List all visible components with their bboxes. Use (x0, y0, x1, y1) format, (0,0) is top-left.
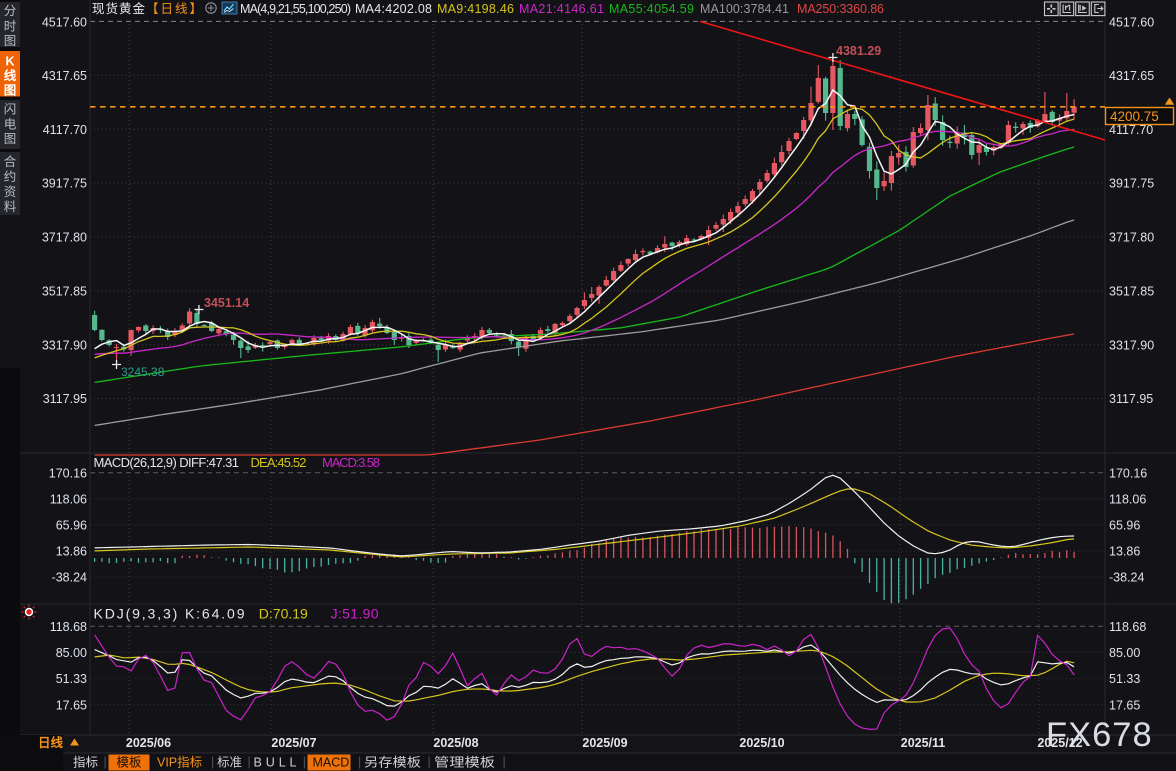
svg-text:2025/06: 2025/06 (126, 736, 171, 750)
svg-text:3317.90: 3317.90 (42, 338, 87, 352)
svg-text:118.68: 118.68 (50, 620, 87, 634)
svg-text:2025/08: 2025/08 (433, 736, 478, 750)
svg-text:118.06: 118.06 (1109, 492, 1146, 506)
svg-text:85.00: 85.00 (1109, 646, 1140, 660)
svg-text:51.33: 51.33 (1109, 672, 1140, 686)
svg-text:D:70.19: D:70.19 (259, 606, 308, 622)
svg-text:3117.95: 3117.95 (1109, 392, 1153, 406)
svg-text:4117.70: 4117.70 (1109, 123, 1153, 137)
svg-text:|: | (248, 755, 251, 769)
svg-text:MACD:3.58: MACD:3.58 (322, 455, 380, 470)
svg-text:3517.85: 3517.85 (1109, 284, 1154, 298)
svg-text:MACD: MACD (313, 756, 350, 770)
svg-text:4200.75: 4200.75 (1110, 109, 1159, 124)
svg-text:FX678: FX678 (1046, 716, 1153, 754)
svg-text:4117.70: 4117.70 (43, 123, 87, 137)
svg-text:170.16: 170.16 (1109, 466, 1147, 480)
svg-text:65.96: 65.96 (56, 519, 87, 533)
svg-text:17.65: 17.65 (1109, 698, 1140, 712)
svg-text:3451.14: 3451.14 (204, 296, 249, 310)
svg-text:MA100:3784.41: MA100:3784.41 (700, 2, 789, 16)
svg-text:|: | (428, 755, 431, 769)
svg-text:118.06: 118.06 (50, 492, 87, 506)
svg-text:标准: 标准 (217, 756, 242, 770)
svg-text:MA9:4198.46: MA9:4198.46 (437, 2, 514, 16)
svg-text:4517.60: 4517.60 (1109, 16, 1154, 30)
svg-text:|: | (104, 755, 107, 769)
svg-text:3917.75: 3917.75 (1109, 177, 1154, 191)
svg-text:-38.24: -38.24 (52, 571, 87, 585)
svg-text:3317.90: 3317.90 (1109, 338, 1154, 352)
svg-text:13.86: 13.86 (1109, 545, 1140, 559)
svg-text:3917.75: 3917.75 (42, 177, 87, 191)
svg-text:图: 图 (4, 34, 17, 48)
svg-text:MA(4,9,21,55,100,250): MA(4,9,21,55,100,250) (240, 2, 351, 16)
svg-text:-38.24: -38.24 (1109, 571, 1144, 585)
svg-text:13.86: 13.86 (56, 545, 87, 559)
svg-text:2025/11: 2025/11 (901, 736, 946, 750)
svg-text:模板: 模板 (117, 756, 143, 770)
svg-text:2025/10: 2025/10 (739, 736, 784, 750)
svg-text:时: 时 (4, 20, 17, 34)
svg-text:料: 料 (4, 200, 17, 214)
svg-text:KDJ(9,3,3) K:64.09: KDJ(9,3,3) K:64.09 (94, 606, 245, 622)
svg-text:4317.65: 4317.65 (42, 69, 87, 83)
svg-text:MA4:4202.08: MA4:4202.08 (355, 2, 432, 16)
svg-text:另存模板: 另存模板 (364, 756, 422, 770)
svg-text:图: 图 (4, 84, 17, 98)
svg-text:|: | (211, 755, 214, 769)
svg-text:现货黄金: 现货黄金 (92, 1, 145, 16)
svg-text:MA55:4054.59: MA55:4054.59 (609, 2, 694, 16)
svg-text:合: 合 (4, 154, 17, 169)
svg-text:【日线】: 【日线】 (146, 2, 202, 16)
svg-text:2025/09: 2025/09 (582, 736, 627, 750)
svg-text:|: | (358, 755, 361, 769)
svg-text:2025/12: 2025/12 (1037, 736, 1082, 750)
svg-text:3245.38: 3245.38 (121, 365, 165, 379)
svg-text:85.00: 85.00 (56, 646, 87, 660)
svg-text:4381.29: 4381.29 (836, 44, 881, 58)
svg-text:3517.85: 3517.85 (42, 284, 87, 298)
svg-text:3117.95: 3117.95 (43, 392, 87, 406)
svg-text:线: 线 (4, 68, 17, 83)
svg-text:118.68: 118.68 (1109, 620, 1146, 634)
svg-text:图: 图 (4, 132, 17, 146)
svg-text:4317.65: 4317.65 (1109, 69, 1154, 83)
svg-text:指标: 指标 (73, 755, 98, 770)
svg-text:51.33: 51.33 (56, 672, 87, 686)
svg-text:17.65: 17.65 (56, 698, 87, 712)
svg-text:J:51.90: J:51.90 (331, 606, 379, 622)
svg-text:4517.60: 4517.60 (42, 16, 87, 30)
svg-text:管理模板: 管理模板 (434, 755, 496, 770)
svg-text:|: | (303, 755, 306, 769)
svg-text:约: 约 (4, 169, 17, 184)
svg-text:|: | (503, 755, 506, 769)
svg-text:65.96: 65.96 (1109, 519, 1140, 533)
svg-text:2025/07: 2025/07 (271, 736, 316, 750)
svg-text:日线: 日线 (38, 735, 64, 750)
svg-text:电: 电 (4, 118, 17, 132)
svg-text:MACD(26,12,9) DIFF:47.31: MACD(26,12,9) DIFF:47.31 (94, 455, 240, 470)
svg-text:VIP指标: VIP指标 (157, 755, 202, 770)
svg-text:资: 资 (4, 185, 17, 199)
svg-text:DEA:45.52: DEA:45.52 (251, 455, 307, 470)
svg-text:K: K (5, 55, 14, 69)
svg-text:170.16: 170.16 (49, 466, 87, 480)
svg-text:MA250:3360.86: MA250:3360.86 (797, 2, 884, 16)
svg-text:3717.80: 3717.80 (42, 231, 87, 245)
svg-text:闪: 闪 (4, 103, 17, 117)
svg-text:3717.80: 3717.80 (1109, 231, 1154, 245)
svg-text:分: 分 (4, 4, 17, 18)
svg-text:MA21:4146.61: MA21:4146.61 (519, 2, 604, 16)
